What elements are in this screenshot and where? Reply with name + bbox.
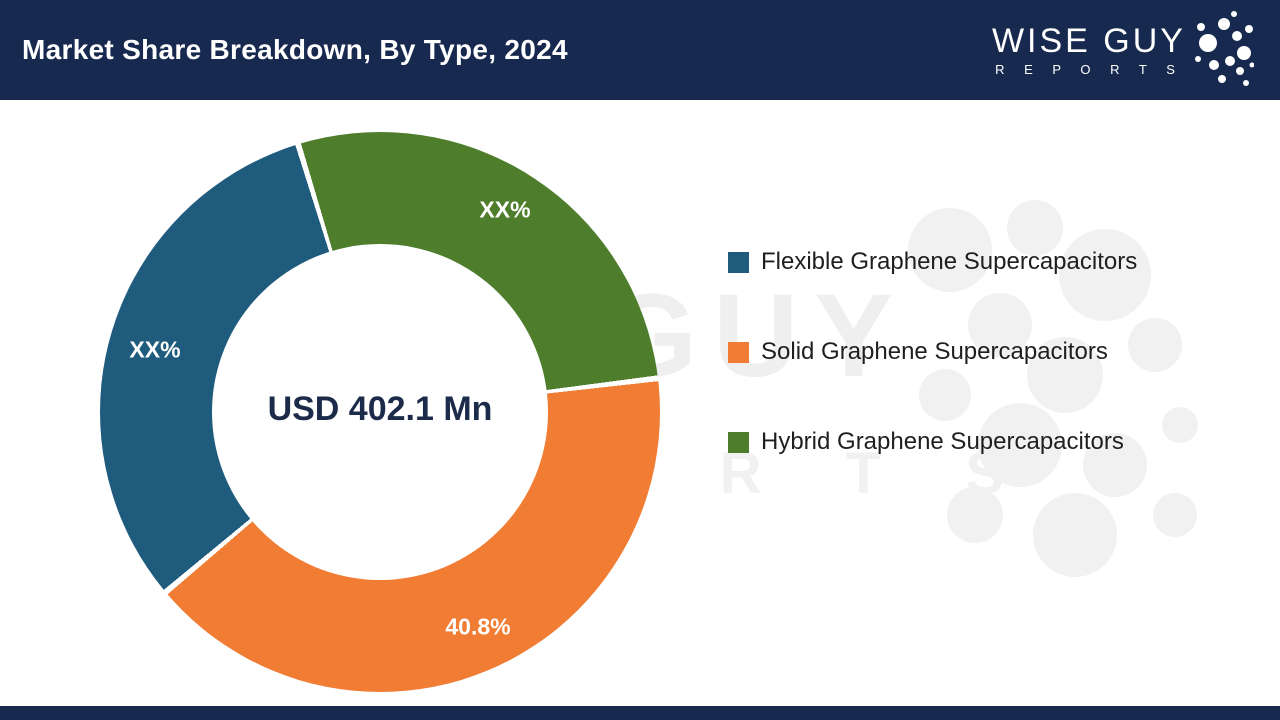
brand-head-dots-icon [1195, 11, 1254, 86]
legend-swatch-hybrid [728, 431, 749, 453]
legend-label-hybrid: Hybrid Graphene Supercapacitors [761, 428, 1124, 455]
legend-swatch-flexible [728, 251, 749, 273]
segment-label-hybrid: XX% [479, 196, 531, 223]
bottom-bar [0, 706, 1280, 720]
chart-legend: Flexible Graphene Supercapacitors Solid … [728, 248, 1137, 518]
donut-center-value: USD 402.1 Mn [267, 389, 493, 428]
brand-logo: WISE GUY R E P O R T S [992, 9, 1254, 91]
legend-item-solid: Solid Graphene Supercapacitors [728, 338, 1137, 366]
donut-chart: USD 402.1 Mn XX% 40.8% XX% [100, 132, 660, 692]
watermark-head-dots [908, 200, 1198, 577]
legend-swatch-solid [728, 341, 749, 363]
page-title: Market Share Breakdown, By Type, 2024 [22, 34, 568, 65]
brand-logo-text: WISE GUY R E P O R T S [991, 21, 1186, 78]
donut-hole: USD 402.1 Mn [212, 244, 548, 580]
segment-label-solid: 40.8% [445, 613, 511, 640]
legend-item-hybrid: Hybrid Graphene Supercapacitors [728, 428, 1137, 456]
legend-label-solid: Solid Graphene Supercapacitors [761, 338, 1108, 365]
legend-item-flexible: Flexible Graphene Supercapacitors [728, 248, 1137, 276]
brand-name: WISE GUY [991, 21, 1186, 60]
segment-label-flexible: XX% [129, 336, 181, 363]
brand-subname: R E P O R T S [995, 62, 1183, 78]
header: Market Share Breakdown, By Type, 2024 WI… [0, 0, 1280, 100]
legend-label-flexible: Flexible Graphene Supercapacitors [761, 248, 1138, 275]
